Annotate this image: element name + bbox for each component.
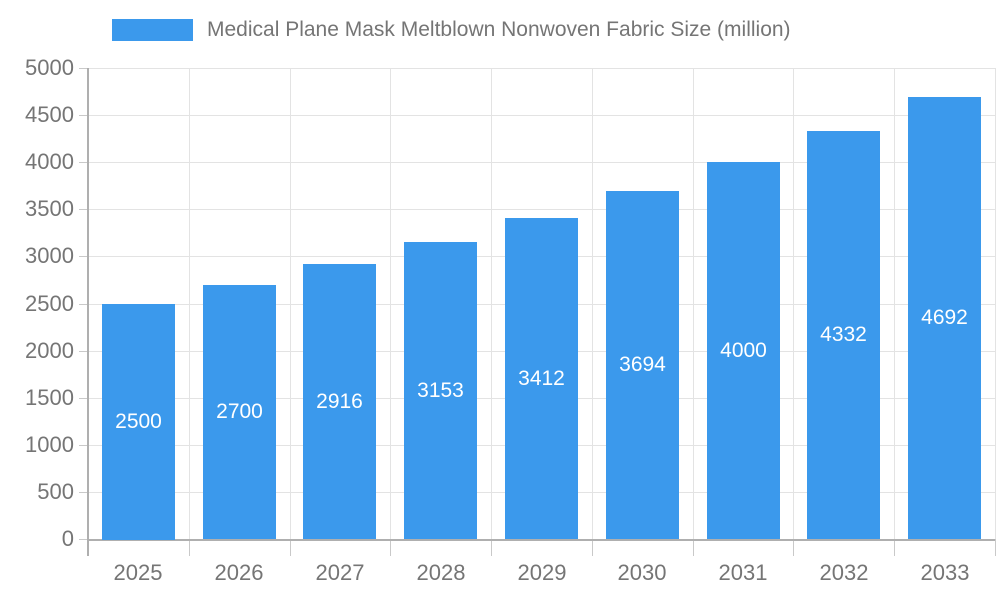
legend[interactable]: Medical Plane Mask Meltblown Nonwoven Fa…: [112, 15, 791, 45]
bar-value-label: 4000: [720, 338, 767, 362]
y-axis-tick-label: 1000: [25, 432, 74, 457]
x-axis-tick: [995, 539, 996, 556]
bar-value-label: 3694: [619, 353, 666, 376]
bar-value-label: 2916: [316, 389, 363, 413]
x-axis-tick-label: 2033: [920, 560, 970, 585]
y-gridline: [88, 115, 995, 116]
bar-value-label: 4332: [820, 323, 867, 346]
x-axis-tick-label: 2028: [416, 560, 466, 585]
x-axis-tick-label: 2027: [315, 560, 365, 585]
y-axis-tick-label: 500: [37, 479, 74, 504]
y-axis-tick: [79, 115, 88, 116]
y-axis-tick-label: 4500: [25, 102, 74, 127]
y-axis-tick-label: 3000: [25, 243, 74, 268]
bar[interactable]: 4332: [807, 131, 880, 539]
x-axis-tick: [290, 539, 291, 556]
y-axis-tick-label: 2000: [25, 338, 74, 363]
y-axis-tick-label: 4000: [25, 149, 74, 174]
bar-value-label: 2700: [216, 400, 263, 423]
bar[interactable]: 2700: [203, 285, 276, 539]
y-gridline: [88, 209, 995, 210]
x-gridline: [894, 68, 895, 539]
y-axis-tick: [79, 256, 88, 257]
y-gridline: [88, 68, 995, 69]
y-axis-tick-label: 5000: [25, 55, 74, 80]
x-axis-tick-label: 2030: [617, 560, 667, 585]
x-gridline: [189, 68, 190, 539]
y-axis-tick: [79, 445, 88, 446]
y-axis-tick-label: 2500: [25, 291, 74, 316]
y-axis-tick: [79, 209, 88, 210]
x-axis-tick-label: 2031: [718, 560, 768, 585]
bar-value-label: 3412: [518, 366, 565, 390]
x-axis-tick: [592, 539, 593, 556]
x-gridline: [995, 68, 996, 539]
x-axis-tick-label: 2032: [819, 560, 869, 585]
bar[interactable]: 4692: [908, 97, 981, 539]
bar[interactable]: 3153: [404, 242, 477, 539]
bar-value-label: 2500: [115, 410, 162, 433]
y-axis-tick-label: 3500: [25, 196, 74, 221]
y-axis-tick: [79, 398, 88, 399]
x-axis-tick-label: 2026: [214, 560, 264, 585]
y-axis-tick: [79, 539, 88, 540]
bar[interactable]: 4000: [707, 162, 780, 539]
x-axis-tick: [894, 539, 895, 556]
bar[interactable]: 2916: [303, 264, 376, 539]
bar-value-label: 3153: [417, 378, 464, 402]
x-axis-tick-label: 2025: [113, 560, 163, 585]
y-axis-tick: [79, 162, 88, 163]
x-gridline: [793, 68, 794, 539]
x-axis-tick: [491, 539, 492, 556]
x-gridline: [390, 68, 391, 539]
legend-swatch-icon: [112, 19, 193, 41]
y-axis-tick: [79, 351, 88, 352]
legend-label: Medical Plane Mask Meltblown Nonwoven Fa…: [207, 18, 791, 41]
x-axis-line: [87, 539, 995, 541]
x-axis-tick: [189, 539, 190, 556]
bar[interactable]: 3412: [505, 218, 578, 539]
y-axis-tick-label: 0: [61, 526, 74, 551]
x-axis-tick: [793, 539, 794, 556]
x-axis-tick-label: 2029: [517, 560, 567, 585]
x-gridline: [592, 68, 593, 539]
y-axis-tick: [79, 304, 88, 305]
y-gridline: [88, 162, 995, 163]
y-axis-tick-label: 1500: [25, 385, 74, 410]
x-axis-tick: [390, 539, 391, 556]
y-axis-tick: [79, 68, 88, 69]
x-axis-tick: [693, 539, 694, 556]
x-gridline: [290, 68, 291, 539]
bar[interactable]: 2500: [102, 304, 175, 540]
bar[interactable]: 3694: [606, 191, 679, 539]
bar-value-label: 4692: [921, 306, 968, 329]
y-axis-line: [87, 68, 89, 556]
y-axis-tick: [79, 492, 88, 493]
x-gridline: [693, 68, 694, 539]
x-gridline: [491, 68, 492, 539]
